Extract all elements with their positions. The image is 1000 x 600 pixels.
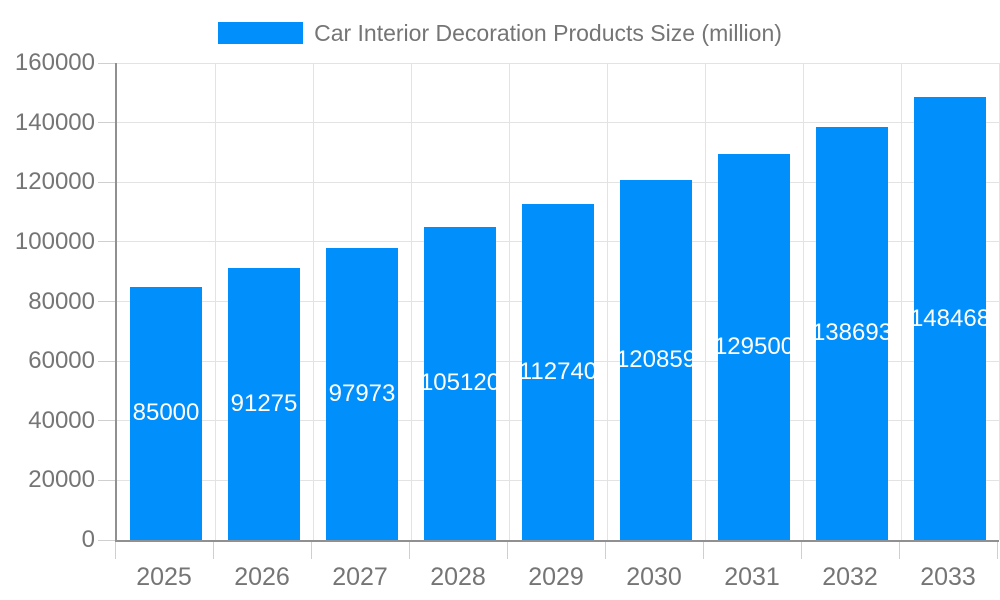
y-tick-label: 60000 bbox=[28, 347, 95, 375]
y-tick bbox=[98, 420, 115, 422]
bar: 138693 bbox=[816, 126, 888, 540]
y-tick-label: 140000 bbox=[14, 108, 95, 136]
y-tick-label: 0 bbox=[81, 526, 95, 553]
y-tick bbox=[98, 360, 115, 362]
y-tick bbox=[98, 122, 115, 124]
v-gridline bbox=[214, 63, 216, 540]
y-tick-label: 100000 bbox=[14, 227, 95, 255]
legend: Car Interior Decoration Products Size (m… bbox=[0, 20, 1000, 46]
y-tick-label: 80000 bbox=[28, 287, 95, 315]
bar-value-label: 112740 bbox=[522, 357, 594, 385]
y-tick bbox=[98, 479, 115, 481]
x-tick-label: 2025 bbox=[136, 563, 192, 591]
x-tick bbox=[212, 542, 214, 559]
x-tick bbox=[114, 542, 116, 559]
bar-value-label: 148468 bbox=[914, 304, 986, 332]
v-gridline bbox=[998, 63, 1000, 540]
bar-value-label: 91275 bbox=[230, 389, 298, 417]
x-tick-label: 2032 bbox=[822, 563, 878, 591]
v-gridline bbox=[312, 63, 314, 540]
y-tick-label: 20000 bbox=[28, 466, 95, 494]
bar: 112740 bbox=[522, 203, 594, 540]
legend-swatch bbox=[218, 22, 304, 44]
bar-value-label: 85000 bbox=[132, 399, 200, 427]
x-tick bbox=[408, 542, 410, 559]
bar-value-label: 129500 bbox=[718, 332, 790, 360]
bar-value-label: 138693 bbox=[816, 319, 888, 347]
x-tick-label: 2033 bbox=[920, 563, 976, 591]
v-gridline bbox=[802, 63, 804, 540]
bar-value-label: 105120 bbox=[424, 369, 496, 397]
bar-value-label: 120859 bbox=[620, 345, 692, 373]
y-axis-labels: 0 20000 40000 60000 80000 100000 120000 140000 1… bbox=[0, 49, 95, 553]
v-gridline bbox=[508, 63, 510, 540]
bar: 91275 bbox=[228, 267, 300, 540]
bar-value-label: 97973 bbox=[328, 379, 396, 407]
bar: 148468 bbox=[914, 97, 986, 540]
x-tick-label: 2029 bbox=[528, 563, 584, 591]
bar: 129500 bbox=[718, 153, 790, 540]
x-tick bbox=[702, 542, 704, 559]
y-tick bbox=[98, 62, 115, 64]
bar: 105120 bbox=[424, 226, 496, 540]
x-tick bbox=[800, 542, 802, 559]
x-axis-labels: 2025 2026 2027 2028 2029 2030 2031 2032 2033 bbox=[115, 556, 997, 596]
y-tick-label: 160000 bbox=[14, 49, 95, 76]
bar: 97973 bbox=[326, 247, 398, 540]
v-gridline bbox=[410, 63, 412, 540]
x-tick-label: 2027 bbox=[332, 563, 388, 591]
x-tick bbox=[506, 542, 508, 559]
x-tick bbox=[996, 542, 998, 559]
x-tick-label: 2026 bbox=[234, 563, 290, 591]
h-gridline bbox=[117, 181, 999, 183]
x-tick bbox=[310, 542, 312, 559]
y-tick bbox=[98, 181, 115, 183]
x-tick bbox=[604, 542, 606, 559]
plot-area: 85000 91275 97973 105120 112740 120859 129500 1… bbox=[115, 62, 1000, 542]
v-gridline bbox=[606, 63, 608, 540]
legend-label: Car Interior Decoration Products Size (m… bbox=[314, 19, 782, 46]
bar: 85000 bbox=[130, 286, 202, 540]
v-gridline bbox=[704, 63, 706, 540]
x-tick bbox=[898, 542, 900, 559]
y-tick bbox=[98, 241, 115, 243]
x-tick-label: 2028 bbox=[430, 563, 486, 591]
h-gridline bbox=[117, 122, 999, 124]
y-tick bbox=[98, 301, 115, 302]
x-tick-label: 2030 bbox=[626, 563, 682, 591]
y-tick-label: 40000 bbox=[28, 406, 95, 434]
h-gridline bbox=[117, 62, 999, 64]
y-tick-label: 120000 bbox=[14, 168, 95, 196]
bar: 120859 bbox=[620, 179, 692, 540]
y-tick bbox=[98, 539, 115, 541]
v-gridline bbox=[900, 63, 902, 540]
x-tick-label: 2031 bbox=[724, 563, 780, 591]
